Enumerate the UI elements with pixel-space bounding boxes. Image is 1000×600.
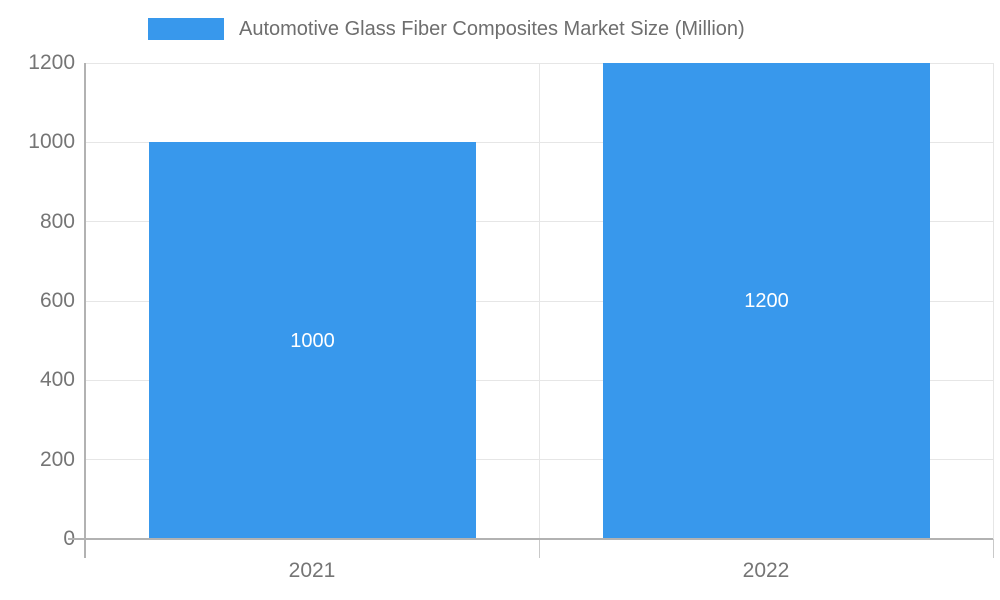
bar-2022[interactable] — [603, 63, 930, 538]
y-axis-tick-label: 1000 — [28, 130, 75, 154]
x-axis-line — [68, 538, 993, 540]
category-gridline — [539, 63, 540, 539]
y-axis-tick-label: 400 — [39, 368, 75, 392]
x-axis-category-label: 2021 — [288, 559, 336, 582]
x-axis-tick — [539, 539, 540, 558]
y-axis-line — [84, 63, 86, 558]
legend-label: Automotive Glass Fiber Composites Market… — [239, 17, 745, 40]
chart-legend: Automotive Glass Fiber Composites Market… — [148, 17, 745, 41]
bar-value-label: 1200 — [744, 290, 789, 312]
y-axis-tick-label: 0 — [0, 528, 75, 550]
legend-swatch-icon — [148, 18, 224, 40]
y-axis-tick-label: 600 — [39, 289, 75, 312]
y-axis-tick-label: 200 — [39, 447, 75, 471]
category-gridline — [993, 63, 994, 539]
bar-2021[interactable] — [149, 142, 476, 538]
y-axis-tick-label: 1200 — [28, 51, 75, 74]
x-axis-tick — [993, 539, 994, 558]
bar-value-label: 1000 — [290, 330, 335, 352]
y-axis-tick-label: 800 — [39, 209, 75, 233]
x-axis-category-label: 2022 — [742, 559, 790, 582]
